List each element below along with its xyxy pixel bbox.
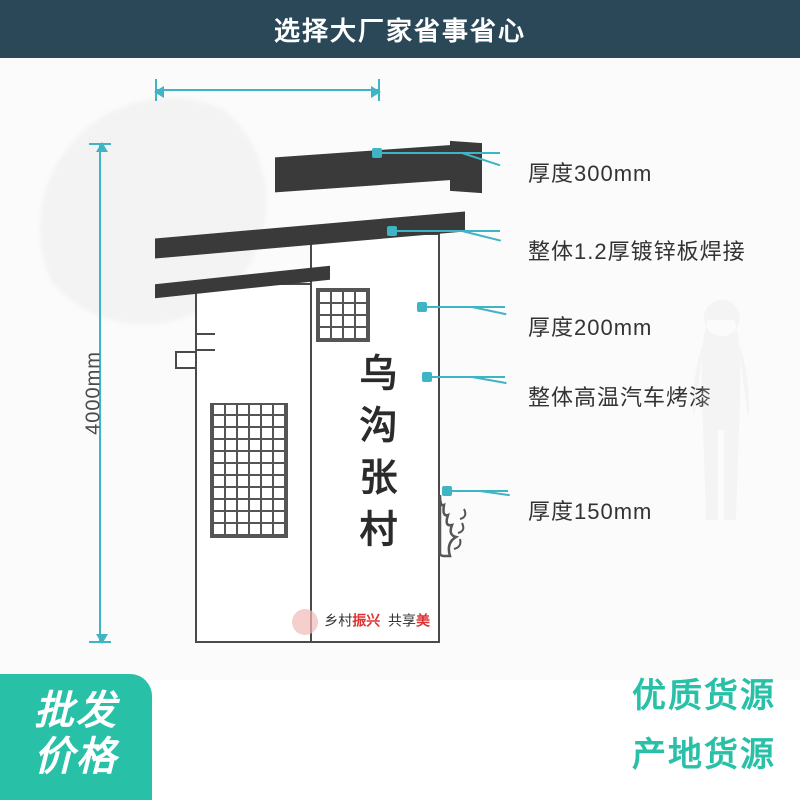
sign-title-vertical: 乌沟张村	[347, 353, 402, 561]
bottom-right-labels: 优质货源 产地货源	[632, 668, 776, 776]
village-sign: 乌沟张村 乡村振兴 共享美	[155, 143, 440, 643]
sign-slogan: 乡村振兴 共享美	[288, 609, 430, 635]
badge-left-line1: 批发	[34, 688, 118, 734]
step-upper	[195, 333, 215, 351]
annotation-thickness-300: 厚度300mm	[528, 156, 652, 188]
person-silhouette-icon	[660, 280, 780, 530]
annotation-thickness-150: 厚度150mm	[528, 494, 652, 526]
leader-3	[425, 306, 505, 308]
leader-1	[380, 152, 500, 154]
badge-left-line2: 价格	[34, 734, 118, 780]
leader-5	[450, 490, 508, 492]
leader-4	[430, 376, 505, 378]
lattice-window-large	[210, 403, 288, 538]
lattice-window-small	[316, 288, 370, 342]
leader-2	[395, 230, 500, 232]
step-lower	[175, 351, 195, 369]
dimension-width	[155, 80, 380, 100]
badge-wholesale: 批发 价格	[0, 674, 152, 800]
diagram-stage: 4000mm 乌沟张村 乡村振兴 共享美 厚度300mm 整体1.2厚镀锌板焊接…	[0, 58, 800, 680]
annotation-thickness-200: 厚度200mm	[528, 310, 652, 342]
banner-title: 选择大厂家省事省心	[274, 11, 526, 48]
dimension-height: 4000mm	[90, 143, 110, 643]
map-icon	[288, 609, 322, 635]
top-banner: 选择大厂家省事省心	[0, 0, 800, 58]
label-quality-source: 优质货源	[632, 668, 776, 717]
dimension-height-label: 4000mm	[82, 351, 105, 435]
annotation-welding: 整体1.2厚镀锌板焊接	[528, 234, 746, 266]
label-origin-source: 产地货源	[632, 727, 776, 776]
